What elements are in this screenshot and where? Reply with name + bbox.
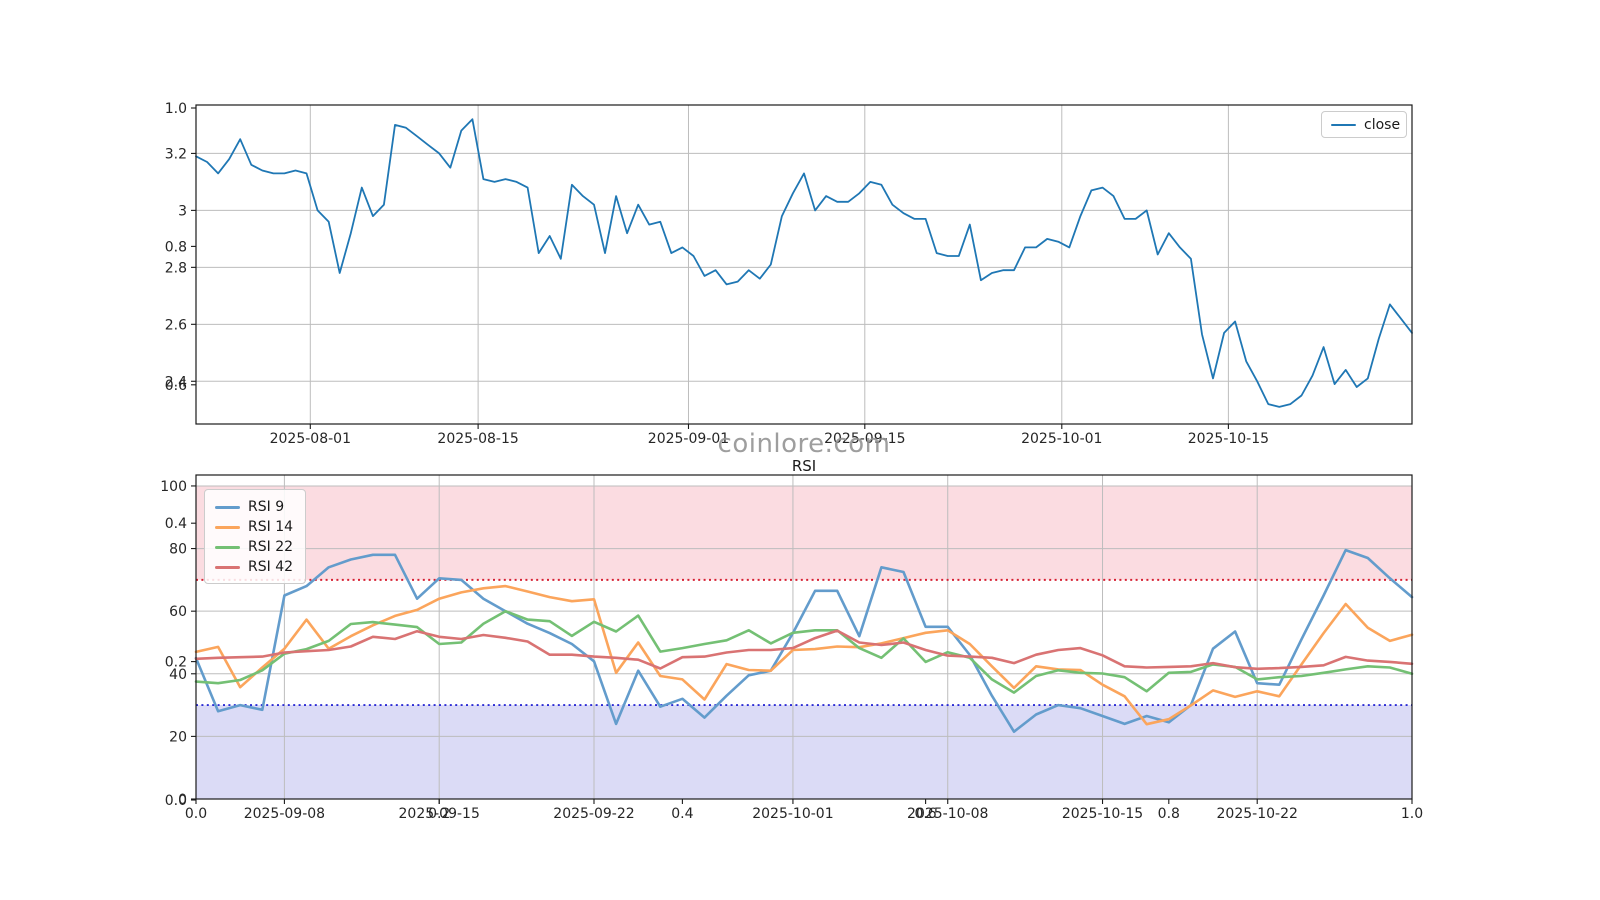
legend-label-rsi-9: RSI 9 <box>248 499 285 515</box>
legend-close: close <box>1321 111 1407 138</box>
rsi-chart-y-tick-label: 100 <box>160 479 187 495</box>
overlay-y-tick-label: 0.4 <box>165 516 187 532</box>
overlay-y-tick-label: 0.0 <box>165 793 187 809</box>
overlay-x-tick-label: 0.0 <box>185 806 207 822</box>
rsi-chart-x-tick-label: 2025-09-08 <box>244 806 325 822</box>
rsi-chart-y-tick-label: 20 <box>169 729 187 745</box>
rsi-chart-x-tick-label: 2025-10-15 <box>1062 806 1143 822</box>
price-chart-axes-frame <box>195 104 1413 425</box>
rsi-chart-y-tick-label: 60 <box>169 604 187 620</box>
rsi-14-line-swatch <box>215 525 240 529</box>
rsi-42-line-swatch <box>215 565 240 569</box>
oversold-band <box>196 705 1412 799</box>
legend-item-close: close <box>1331 115 1400 135</box>
rsi-chart-x-tick-label: 2025-10-08 <box>907 806 988 822</box>
price-chart-y-tick-label: 3.2 <box>165 146 187 162</box>
overlay-x-tick-label: 0.6 <box>914 806 936 822</box>
watermark: coinlore.com <box>717 429 891 459</box>
price-chart-x-tick-label: 2025-09-15 <box>824 431 905 447</box>
price-chart-y-tick-label: 3 <box>178 203 187 219</box>
legend-label-close: close <box>1364 116 1401 133</box>
price-chart-x-tick-label: 2025-10-15 <box>1188 431 1269 447</box>
overlay-y-tick-label: 0.6 <box>165 378 187 394</box>
overlay-x-tick-label: 1.0 <box>1401 806 1423 822</box>
price-chart-x-tick-label: 2025-10-01 <box>1021 431 1102 447</box>
rsi-chart-x-tick-label: 2025-09-15 <box>399 806 480 822</box>
close-series-line <box>195 118 1413 408</box>
legend-rsi: RSI 9 RSI 14 RSI 22 RSI 42 <box>204 489 306 584</box>
price-chart-y-tick-label: 2.6 <box>165 317 187 333</box>
legend-item-rsi-22: RSI 22 <box>215 537 295 557</box>
overlay-x-tick-label: 0.4 <box>671 806 693 822</box>
legend-item-rsi-14: RSI 14 <box>215 517 295 537</box>
rsi-chart-x-tick-label: 2025-09-22 <box>553 806 634 822</box>
rsi-title: RSI <box>791 457 817 475</box>
rsi-22-line-swatch <box>215 545 240 549</box>
close-line-swatch <box>1331 123 1356 126</box>
legend-label-rsi-14: RSI 14 <box>248 519 294 535</box>
legend-label-rsi-42: RSI 42 <box>248 559 294 575</box>
rsi-9-series-line <box>194 548 1414 734</box>
rsi-42-series-line <box>194 629 1414 671</box>
legend-item-rsi-9: RSI 9 <box>215 497 295 517</box>
rsi-chart-y-tick-label: 40 <box>169 667 187 683</box>
rsi-chart-axes-frame <box>195 474 1413 800</box>
price-chart-x-tick-label: 2025-08-15 <box>437 431 518 447</box>
rsi-14-series-line <box>194 584 1414 726</box>
overlay-x-tick-label: 0.2 <box>428 806 450 822</box>
overlay-y-tick-label: 0.2 <box>165 655 187 671</box>
price-chart-y-tick-label: 2.4 <box>165 374 187 390</box>
rsi-22-series-line <box>194 609 1414 694</box>
overlay-y-tick-label: 1.0 <box>165 101 187 117</box>
rsi-chart-y-tick-label: 80 <box>169 542 187 558</box>
overbought-band <box>196 485 1412 580</box>
price-chart-x-tick-label: 2025-08-01 <box>270 431 351 447</box>
overlay-y-tick-label: 0.8 <box>165 239 187 255</box>
overlay-x-tick-label: 0.8 <box>1158 806 1180 822</box>
price-chart-x-tick-label: 2025-09-01 <box>648 431 729 447</box>
rsi-9-line-swatch <box>215 505 240 509</box>
legend-label-rsi-22: RSI 22 <box>248 539 294 555</box>
rsi-chart-y-tick-label: 0 <box>178 792 187 808</box>
price-chart-y-tick-label: 2.8 <box>165 260 187 276</box>
legend-item-rsi-42: RSI 42 <box>215 557 295 577</box>
rsi-chart-x-tick-label: 2025-10-22 <box>1217 806 1298 822</box>
rsi-chart-x-tick-label: 2025-10-01 <box>752 806 833 822</box>
